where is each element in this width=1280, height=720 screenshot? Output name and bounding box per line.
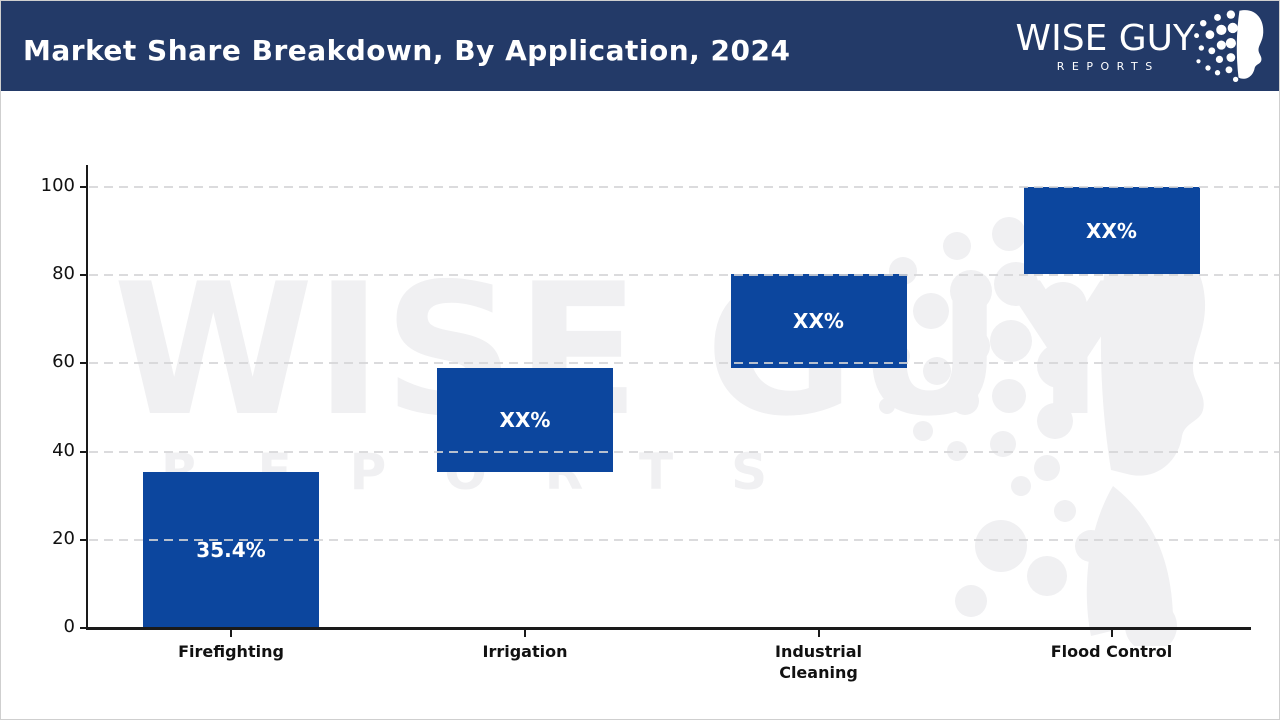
y-axis-line: [86, 165, 88, 630]
y-axis-tick-label: 60: [52, 351, 75, 373]
bar-value-label: XX%: [793, 309, 844, 334]
y-axis-tick-label: 0: [63, 616, 75, 637]
brand-tagline: REPORTS: [1056, 60, 1160, 73]
x-axis-line: [86, 627, 1251, 630]
bar-segment: XX%: [1023, 187, 1200, 275]
x-axis-category-label: Industrial Cleaning: [774, 642, 862, 683]
x-axis-category-label: Irrigation: [482, 642, 568, 661]
x-axis-tick: [524, 630, 526, 637]
y-axis-tick-label: 20: [52, 527, 75, 549]
bar-value-label: XX%: [499, 407, 551, 432]
watermark-face-icon: [871, 217, 1206, 646]
brand-logo-text: WISE GUY REPORTS: [1015, 18, 1196, 74]
bar-segment: XX%: [437, 367, 613, 472]
brand-logo: WISE GUY REPORTS: [1015, 7, 1267, 87]
y-axis-tick-label: 80: [52, 263, 75, 285]
brand-face-icon: [1194, 10, 1264, 83]
y-axis-tick: [80, 538, 88, 541]
y-axis-tick: [80, 362, 88, 365]
gridline: [89, 186, 1279, 188]
bar-value-label: XX%: [1086, 218, 1137, 243]
brand-name: WISE GUY: [1015, 18, 1196, 59]
bar-segment: 35.4%: [143, 471, 319, 628]
chart-title: Market Share Breakdown, By Application, …: [23, 34, 791, 67]
y-axis-tick: [80, 627, 88, 629]
bar-segment: XX%: [730, 274, 907, 368]
gridline: [89, 274, 1279, 277]
y-axis-tick: [80, 274, 88, 277]
x-axis-category-label: Firefighting: [178, 642, 284, 661]
x-axis-tick: [1110, 630, 1113, 637]
bar-value-label: 35.4%: [196, 537, 266, 562]
gridline: [89, 538, 1279, 541]
y-axis-tick-label: 40: [52, 439, 75, 461]
y-axis-tick-label: 100: [40, 175, 75, 196]
x-axis-tick: [230, 630, 232, 637]
gridline: [89, 450, 1279, 453]
header-bar: Market Share Breakdown, By Application, …: [1, 1, 1279, 91]
y-axis-tick: [80, 186, 88, 188]
gridline: [89, 362, 1279, 365]
x-axis-category-label: Flood Control: [1050, 642, 1173, 661]
y-axis-tick: [80, 450, 88, 453]
x-axis-tick: [817, 630, 820, 637]
